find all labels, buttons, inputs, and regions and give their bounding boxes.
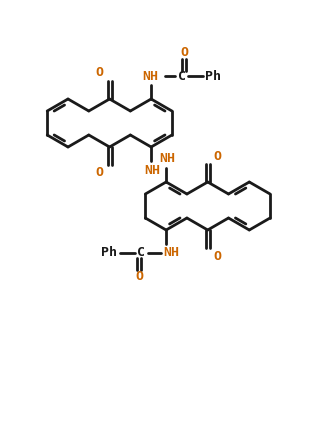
- Text: O: O: [214, 149, 222, 162]
- Text: NH: NH: [159, 152, 175, 165]
- Text: NH: NH: [144, 164, 160, 177]
- Text: NH: NH: [163, 246, 179, 259]
- Text: C: C: [137, 246, 145, 259]
- Text: O: O: [96, 167, 104, 180]
- Text: O: O: [180, 45, 188, 58]
- Text: Ph: Ph: [101, 246, 117, 259]
- Text: O: O: [96, 67, 104, 80]
- Text: Ph: Ph: [205, 70, 221, 83]
- Text: NH: NH: [142, 70, 158, 83]
- Text: O: O: [214, 249, 222, 262]
- Text: C: C: [178, 70, 186, 83]
- Text: O: O: [135, 271, 143, 284]
